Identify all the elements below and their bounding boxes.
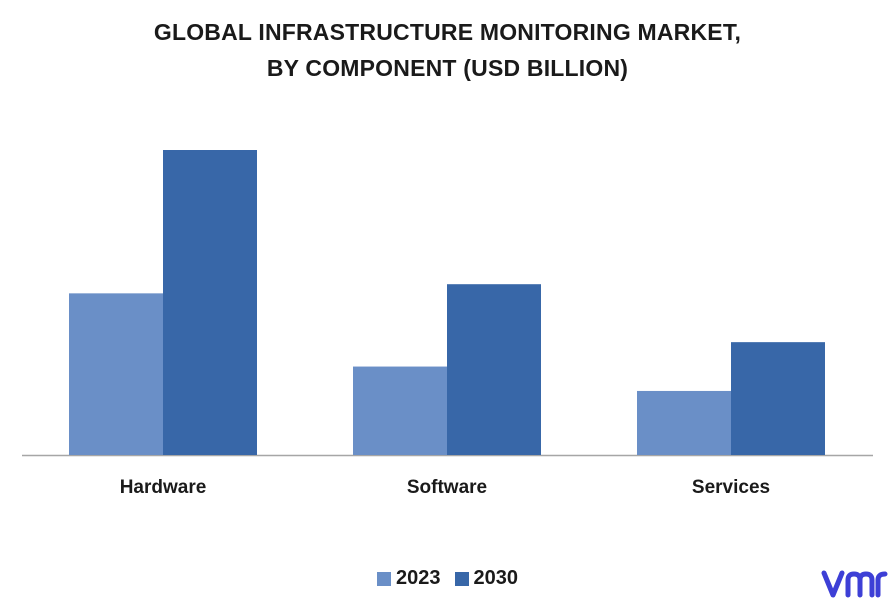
legend-label-2030: 2030 <box>473 567 519 589</box>
category-label-software: Software <box>407 477 487 498</box>
legend: 2023 2030 <box>0 567 895 590</box>
bar-hardware-2023 <box>69 293 163 455</box>
bar-services-2030 <box>731 342 825 455</box>
bar-services-2023 <box>637 390 731 455</box>
category-label-services: Services <box>692 477 770 498</box>
chart-title: GLOBAL INFRASTRUCTURE MONITORING MARKET,… <box>0 14 895 86</box>
legend-item-2023: 2023 <box>377 567 441 590</box>
legend-swatch-2030 <box>454 571 469 586</box>
bar-software-2023 <box>353 366 447 455</box>
chart-title-line-2: BY COMPONENT (USD BILLION) <box>266 55 629 81</box>
vmr-logo-icon <box>821 570 888 598</box>
chart-title-line-1: GLOBAL INFRASTRUCTURE MONITORING MARKET, <box>153 19 742 45</box>
legend-label-2023: 2023 <box>396 567 441 589</box>
bar-hardware-2030 <box>163 150 257 455</box>
legend-item-2030: 2030 <box>454 567 519 590</box>
category-label-hardware: Hardware <box>120 477 207 498</box>
bar-software-2030 <box>447 284 541 455</box>
legend-swatch-2023 <box>377 571 391 586</box>
